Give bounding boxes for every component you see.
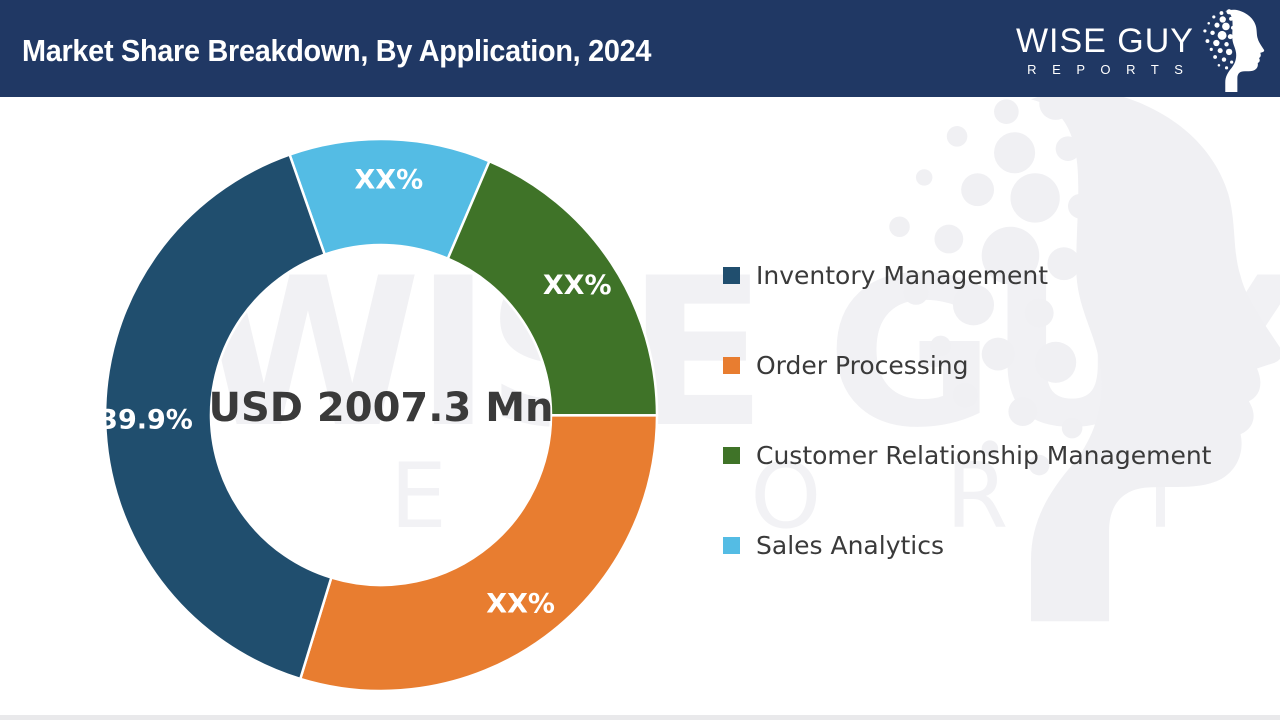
donut-segment <box>446 159 659 417</box>
chart-area: WISE GUY E P O R T XX% XX% XX% 39.9% USD 20… <box>0 97 1280 715</box>
legend-label: Inventory Management <box>756 260 1049 290</box>
watermark-head-icon <box>889 97 1280 622</box>
brand-subtitle: R E P O R T S <box>1027 61 1189 77</box>
brand-logo: WISE GUY R E P O R T S <box>1016 8 1266 92</box>
donut-segment <box>299 414 659 693</box>
legend-item: Sales Analytics <box>723 530 1211 560</box>
segment-percent-label: 39.9% <box>99 404 193 435</box>
page-title: Market Share Breakdown, By Application, … <box>22 33 652 68</box>
donut-segment <box>103 153 333 681</box>
legend-label: Customer Relationship Management <box>756 440 1212 470</box>
segment-percent-label: XX% <box>354 165 423 196</box>
center-value-label: USD 2007.3 Mn <box>209 385 554 431</box>
donut-chart: XX% XX% XX% 39.9% USD 2007.3 Mn <box>99 137 659 693</box>
legend-swatch <box>723 536 740 554</box>
legend-item: Inventory Management <box>723 260 1211 290</box>
legend-swatch <box>723 446 740 464</box>
legend-item: Order Processing <box>723 350 1211 380</box>
legend-swatch <box>723 356 740 374</box>
brand-name: WISE GUY <box>1015 22 1194 61</box>
segment-percent-label: XX% <box>486 589 555 620</box>
bottom-border <box>0 715 1280 720</box>
legend-label: Order Processing <box>756 350 969 380</box>
segment-percent-label: XX% <box>543 270 612 301</box>
dotted-head-icon <box>1203 9 1265 92</box>
header-bar: Market Share Breakdown, By Application, … <box>0 0 1280 97</box>
brand-logo-text: WISE GUY R E P O R T S <box>1015 22 1194 77</box>
legend-swatch <box>723 266 740 284</box>
legend-label: Sales Analytics <box>756 530 945 560</box>
legend-item: Customer Relationship Management <box>723 440 1211 470</box>
chart-legend: Inventory Management Order Processing Cust… <box>723 260 1211 560</box>
